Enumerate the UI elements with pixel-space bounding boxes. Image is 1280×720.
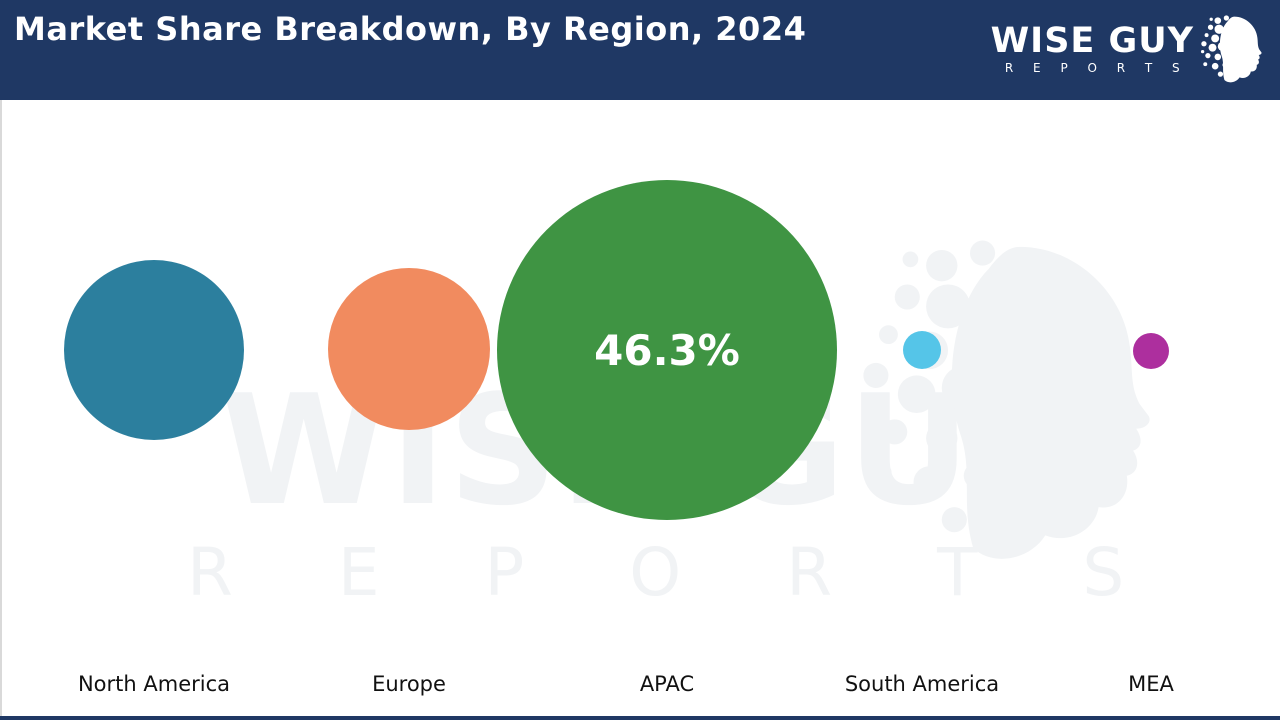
watermark-reports-text: R E P O R T S	[187, 534, 1167, 611]
bubble-apac[interactable]: 46.3%	[497, 180, 837, 520]
bubble-europe[interactable]	[328, 268, 490, 430]
category-label-south-america: South America	[844, 672, 1000, 696]
face-profile-dots-watermark-icon	[861, 240, 1150, 559]
brand-logo-text: WISE GUY R E P O R T S	[991, 23, 1194, 75]
face-profile-dots-icon	[1200, 15, 1262, 83]
bubble-data-label-apac: 46.3%	[594, 325, 740, 375]
brand-subtitle: R E P O R T S	[1004, 60, 1188, 75]
bubble-mea[interactable]	[1133, 333, 1169, 369]
category-label-europe: Europe	[372, 672, 446, 696]
brand-name: WISE GUY	[990, 21, 1194, 62]
category-label-row: North America Europe APAC South America MEA	[0, 672, 1280, 702]
category-label-north-america: North America	[77, 672, 231, 696]
category-label-apac: APAC	[639, 672, 695, 696]
page-title: Market Share Breakdown, By Region, 2024	[14, 10, 807, 48]
bubble-south-america[interactable]	[903, 331, 941, 369]
category-label-mea: MEA	[1128, 672, 1174, 696]
bubble-north-america[interactable]	[64, 260, 244, 440]
bottom-border	[0, 716, 1280, 720]
header-bar: Market Share Breakdown, By Region, 2024 …	[0, 0, 1280, 100]
brand-logo: WISE GUY R E P O R T S	[991, 10, 1264, 88]
